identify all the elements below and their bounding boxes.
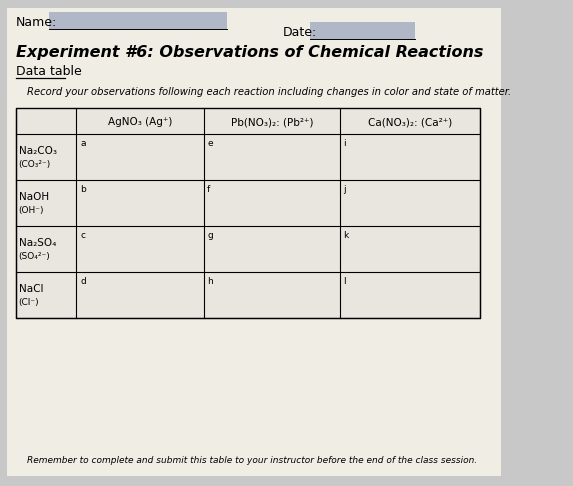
Text: d: d <box>80 277 86 286</box>
Text: Name:: Name: <box>16 16 57 29</box>
Bar <box>16 108 480 318</box>
Text: NaCl: NaCl <box>19 284 43 294</box>
Text: Remember to complete and submit this table to your instructor before the end of : Remember to complete and submit this tab… <box>27 455 477 465</box>
Bar <box>49 12 227 29</box>
Text: g: g <box>207 231 213 240</box>
Text: e: e <box>207 139 213 148</box>
Text: (OH⁻): (OH⁻) <box>19 206 44 214</box>
Text: f: f <box>207 185 210 194</box>
Text: h: h <box>207 277 213 286</box>
Text: a: a <box>80 139 85 148</box>
Text: c: c <box>80 231 85 240</box>
Text: k: k <box>343 231 348 240</box>
Text: Pb(NO₃)₂: (Pb²⁺): Pb(NO₃)₂: (Pb²⁺) <box>230 117 313 127</box>
Text: i: i <box>343 139 346 148</box>
Text: Date:: Date: <box>283 26 317 39</box>
Text: j: j <box>343 185 346 194</box>
Text: AgNO₃ (Ag⁺): AgNO₃ (Ag⁺) <box>108 117 172 127</box>
Text: (Cl⁻): (Cl⁻) <box>19 297 40 307</box>
Text: Record your observations following each reaction including changes in color and : Record your observations following each … <box>27 87 511 97</box>
Text: (SO₄²⁻): (SO₄²⁻) <box>19 251 50 260</box>
Text: Experiment #6: Observations of Chemical Reactions: Experiment #6: Observations of Chemical … <box>16 45 484 60</box>
Bar <box>309 22 414 39</box>
Text: NaOH: NaOH <box>19 192 49 202</box>
Text: Ca(NO₃)₂: (Ca²⁺): Ca(NO₃)₂: (Ca²⁺) <box>368 117 452 127</box>
Text: l: l <box>343 277 346 286</box>
Text: b: b <box>80 185 86 194</box>
Text: Na₂CO₃: Na₂CO₃ <box>19 146 57 156</box>
Text: (CO₃²⁻): (CO₃²⁻) <box>19 159 51 169</box>
Text: Data table: Data table <box>16 65 82 78</box>
Text: Na₂SO₄: Na₂SO₄ <box>19 238 56 248</box>
